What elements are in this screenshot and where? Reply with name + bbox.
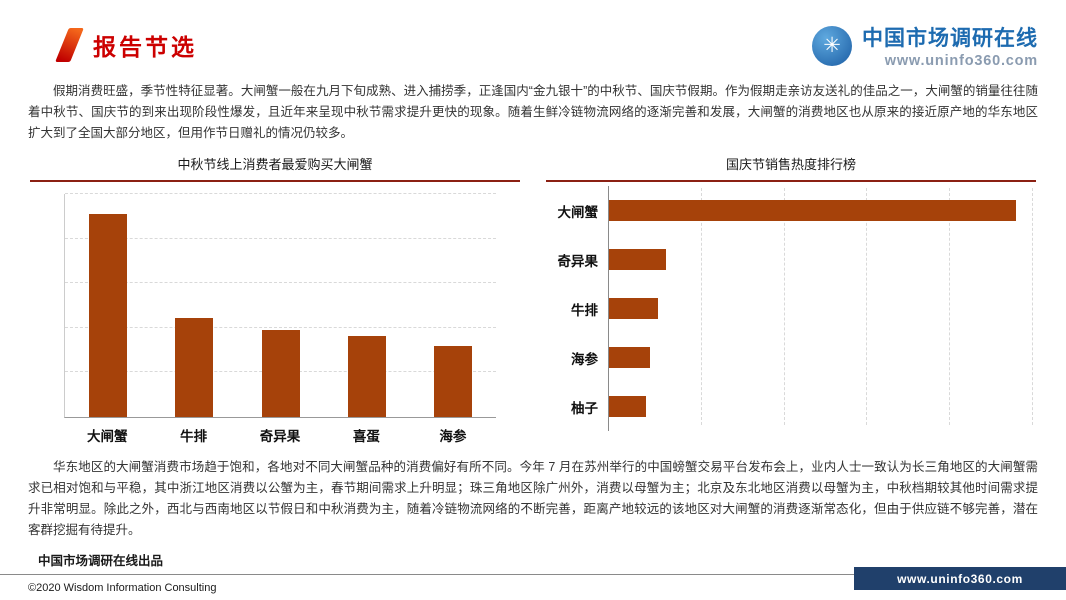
v-gridline xyxy=(783,188,785,425)
y-category-label: 大闸蟹 xyxy=(557,204,599,220)
footer-site-bar[interactable]: www.uninfo360.com xyxy=(854,567,1066,590)
left-chart-plot xyxy=(64,193,496,418)
v-gridline xyxy=(949,188,951,425)
bar-column xyxy=(237,194,323,417)
bar-column xyxy=(324,194,410,417)
x-category-label: 喜蛋 xyxy=(352,429,380,444)
brand-url[interactable]: www.uninfo360.com xyxy=(884,53,1038,69)
bar-column xyxy=(151,194,237,417)
brand-logo-group: ✳ 中国市场调研在线 www.uninfo360.com xyxy=(812,22,1038,69)
x-category-label: 大闸蟹 xyxy=(86,429,128,444)
bar-row: 柚子 xyxy=(546,382,1036,431)
chart-title-rule xyxy=(546,180,1036,182)
bar-row: 海参 xyxy=(546,333,1036,382)
vbar-奇异果 xyxy=(261,329,300,417)
copyright-label: ©2020 Wisdom Information Consulting xyxy=(28,582,217,594)
hbar-奇异果 xyxy=(609,249,666,270)
y-category-label: 柚子 xyxy=(571,400,598,416)
bar-track xyxy=(608,284,1036,333)
hbar-柚子 xyxy=(609,396,646,417)
left-chart-labels: 大闸蟹 牛排 奇异果 喜蛋 海参 xyxy=(64,425,496,445)
bar-row: 大闸蟹 xyxy=(546,186,1036,235)
page-title: 报告节选 xyxy=(93,34,197,60)
brand-name: 中国市场调研在线 xyxy=(862,27,1038,50)
y-category-label: 牛排 xyxy=(571,302,598,318)
bar-track xyxy=(608,333,1036,382)
midautumn-bar-chart: 中秋节线上消费者最爱购买大闸蟹 大闸蟹 牛排 奇异果 喜蛋 海参 xyxy=(30,154,520,445)
h-gridline xyxy=(65,193,496,194)
analysis-paragraph: 华东地区的大闸蟹消费市场趋于饱和，各地对不同大闸蟹品种的消费偏好有所不同。今年 … xyxy=(28,460,1038,537)
charts-section: 中秋节线上消费者最爱购买大闸蟹 大闸蟹 牛排 奇异果 喜蛋 海参 国庆节销售热度排行榜 … xyxy=(30,154,1036,445)
section-title-group: 报告节选 xyxy=(55,28,197,62)
h-gridline xyxy=(65,282,496,284)
vbar-牛排 xyxy=(175,317,214,417)
slash-icon xyxy=(55,28,84,62)
left-chart-title: 中秋节线上消费者最爱购买大闸蟹 xyxy=(177,157,373,172)
y-category-label: 奇异果 xyxy=(557,253,599,269)
vbar-大闸蟹 xyxy=(89,214,128,417)
page-header: 报告节选 ✳ 中国市场调研在线 www.uninfo360.com xyxy=(0,0,1066,69)
vbar-喜蛋 xyxy=(347,335,386,417)
bar-row: 牛排 xyxy=(546,284,1036,333)
bar-column xyxy=(65,194,151,417)
snowflake-globe-icon: ✳ xyxy=(812,25,852,66)
bar-track xyxy=(608,235,1036,284)
vbar-海参 xyxy=(433,346,472,417)
right-chart-title: 国庆节销售热度排行榜 xyxy=(725,157,856,172)
v-gridline xyxy=(866,188,868,425)
v-gridline xyxy=(700,188,702,425)
brand-text: 中国市场调研在线 www.uninfo360.com xyxy=(862,22,1038,69)
gridline-overlay xyxy=(618,188,1033,425)
bar-track xyxy=(608,382,1036,431)
right-chart-plot: 大闸蟹奇异果牛排海参柚子 xyxy=(546,186,1036,431)
hbar-大闸蟹 xyxy=(609,200,1016,221)
v-gridline xyxy=(1032,188,1033,425)
intro-paragraph: 假期消费旺盛，季节性特征显著。大闸蟹一般在九月下旬成熟、进入捕捞季，正逢国内“金… xyxy=(28,84,1038,140)
x-category-label: 奇异果 xyxy=(259,429,301,444)
footer-divider xyxy=(0,574,1066,575)
h-gridline xyxy=(65,237,496,239)
x-category-label: 牛排 xyxy=(180,429,208,444)
h-gridline xyxy=(65,326,496,328)
y-category-label: 海参 xyxy=(571,351,598,367)
producer-label: 中国市场调研在线出品 xyxy=(38,554,164,568)
hbar-海参 xyxy=(609,347,650,368)
bar-track xyxy=(608,186,1036,235)
chart-title-rule xyxy=(30,180,520,182)
page-footer: 中国市场调研在线出品 ©2020 Wisdom Information Cons… xyxy=(0,550,1066,600)
national-day-ranking-chart: 国庆节销售热度排行榜 大闸蟹奇异果牛排海参柚子 xyxy=(546,154,1036,445)
bar-row: 奇异果 xyxy=(546,235,1036,284)
hbar-牛排 xyxy=(609,298,658,319)
x-category-label: 海参 xyxy=(439,429,467,444)
bar-column xyxy=(410,194,496,417)
